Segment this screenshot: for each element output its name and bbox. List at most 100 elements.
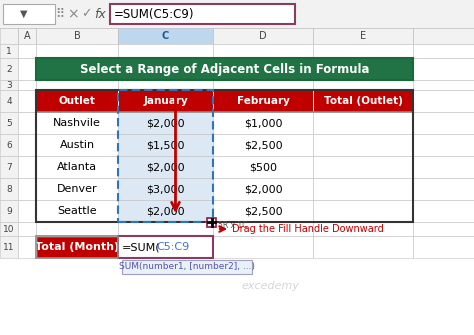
Bar [118, 112, 213, 134]
Bar [36, 58, 118, 80]
Text: $2,000: $2,000 [244, 184, 283, 194]
Bar [413, 44, 474, 58]
Bar [213, 112, 313, 134]
Text: =SUM(: =SUM( [122, 242, 161, 252]
Bar [36, 178, 118, 200]
Text: Atlanta: Atlanta [57, 162, 97, 172]
Bar [313, 222, 413, 236]
Text: Nashvile: Nashvile [53, 118, 101, 128]
Text: B: B [73, 31, 81, 41]
Text: 4: 4 [6, 96, 12, 106]
Text: Denver: Denver [57, 184, 97, 194]
Text: 5R x 1C: 5R x 1C [219, 221, 248, 230]
Bar [0, 236, 18, 258]
Bar [313, 58, 413, 80]
Bar [0, 134, 18, 156]
Text: Seattle: Seattle [57, 206, 97, 216]
Bar [413, 90, 474, 112]
Text: $1,000: $1,000 [244, 118, 282, 128]
Bar [0, 0, 474, 28]
Bar [36, 200, 118, 222]
Bar [313, 28, 413, 44]
Text: Outlet: Outlet [59, 96, 95, 106]
Bar [18, 80, 36, 90]
Text: February: February [237, 96, 290, 106]
Bar [0, 58, 18, 80]
Bar [213, 222, 313, 236]
Text: fx: fx [94, 7, 106, 20]
Text: 2: 2 [6, 65, 12, 73]
Bar [0, 44, 18, 58]
Bar [18, 156, 36, 178]
Bar [213, 178, 313, 200]
Bar [36, 90, 118, 112]
Bar [313, 90, 413, 112]
Text: excedemy: excedemy [241, 281, 299, 291]
Text: 8: 8 [6, 185, 12, 194]
Bar [118, 44, 213, 58]
Bar [18, 44, 36, 58]
Bar [118, 134, 213, 156]
Bar [0, 200, 18, 222]
Bar [213, 90, 313, 112]
Text: 10: 10 [3, 224, 15, 233]
Bar [118, 80, 213, 90]
Text: $500: $500 [249, 162, 277, 172]
Bar [118, 222, 213, 236]
Bar [36, 80, 118, 90]
Bar [18, 236, 36, 258]
Bar [0, 156, 18, 178]
Bar [36, 236, 118, 258]
Text: $3,000: $3,000 [146, 184, 185, 194]
Bar [18, 112, 36, 134]
Text: E: E [360, 31, 366, 41]
Bar [36, 44, 118, 58]
Text: Total (Outlet): Total (Outlet) [324, 96, 402, 106]
Bar [118, 200, 213, 222]
Bar [118, 58, 213, 80]
Bar [18, 90, 36, 112]
Bar [0, 112, 18, 134]
Bar [18, 58, 36, 80]
Text: 7: 7 [6, 162, 12, 172]
Text: $2,500: $2,500 [244, 140, 283, 150]
Bar [413, 80, 474, 90]
Bar [213, 200, 313, 222]
Bar [0, 178, 18, 200]
Bar [313, 44, 413, 58]
Text: $1,500: $1,500 [146, 140, 185, 150]
Bar [0, 80, 18, 90]
Bar [313, 134, 413, 156]
Bar [313, 200, 413, 222]
Text: SUM(number1, [number2], ...): SUM(number1, [number2], ...) [119, 263, 255, 271]
Bar [213, 156, 313, 178]
Bar [118, 156, 213, 178]
Bar [18, 200, 36, 222]
Text: ▼: ▼ [20, 9, 28, 19]
Bar [208, 217, 217, 226]
Text: Select a Range of Adjacent Cells in Formula: Select a Range of Adjacent Cells in Form… [80, 63, 369, 75]
Text: 11: 11 [3, 243, 15, 252]
Bar [213, 80, 313, 90]
Bar [313, 178, 413, 200]
Text: C5:C9: C5:C9 [156, 242, 189, 252]
Text: D: D [259, 31, 267, 41]
Bar [313, 156, 413, 178]
Text: $2,500: $2,500 [244, 206, 283, 216]
Bar [313, 236, 413, 258]
Bar [36, 90, 413, 112]
Bar [413, 200, 474, 222]
Bar [118, 178, 213, 200]
Bar [0, 28, 474, 44]
Bar [36, 236, 118, 258]
Bar [36, 28, 118, 44]
Text: 1: 1 [6, 47, 12, 56]
Bar [18, 28, 36, 44]
Bar [118, 236, 213, 258]
Bar [36, 134, 118, 156]
Text: A: A [24, 31, 30, 41]
Bar [36, 90, 118, 112]
Text: ✓: ✓ [81, 7, 91, 20]
Bar [213, 90, 313, 112]
Bar [36, 90, 413, 222]
